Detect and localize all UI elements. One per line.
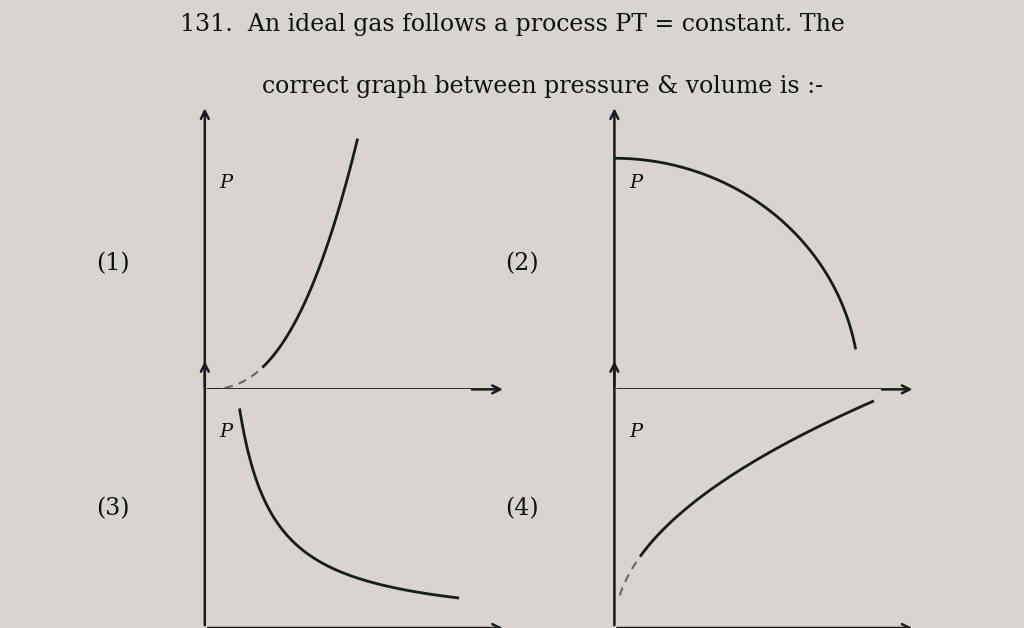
Text: (4): (4): [506, 497, 539, 520]
Text: P: P: [219, 175, 232, 192]
Text: (1): (1): [96, 252, 129, 275]
Text: correct graph between pressure & volume is :-: correct graph between pressure & volume …: [202, 75, 822, 99]
Text: P: P: [219, 423, 232, 441]
Text: P: P: [629, 423, 642, 441]
Text: (2): (2): [506, 252, 539, 275]
Text: V: V: [767, 420, 781, 438]
Text: 131.  An ideal gas follows a process PT = constant. The: 131. An ideal gas follows a process PT =…: [179, 13, 845, 36]
Text: (3): (3): [96, 497, 129, 520]
Text: P: P: [629, 175, 642, 192]
Text: V: V: [357, 420, 372, 438]
